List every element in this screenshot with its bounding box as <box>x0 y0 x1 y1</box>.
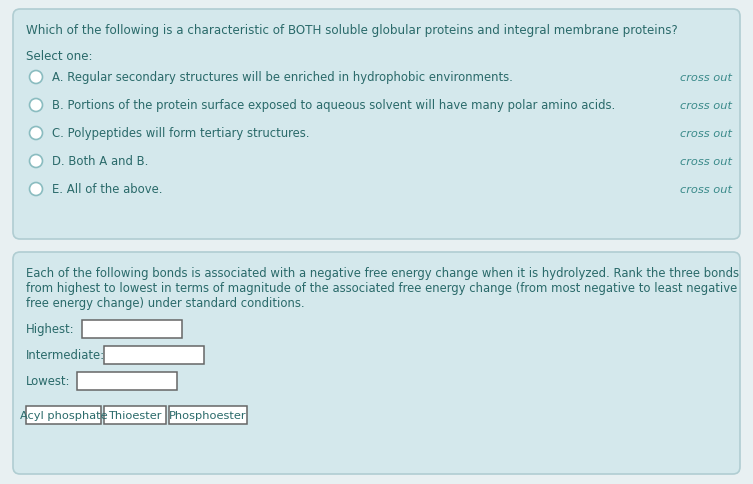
FancyBboxPatch shape <box>169 406 247 424</box>
FancyBboxPatch shape <box>26 406 101 424</box>
Text: Acyl phosphate: Acyl phosphate <box>20 410 108 420</box>
Circle shape <box>29 183 42 196</box>
FancyBboxPatch shape <box>104 346 204 364</box>
Text: Highest:: Highest: <box>26 323 75 336</box>
Text: Each of the following bonds is associated with a negative free energy change whe: Each of the following bonds is associate… <box>26 267 739 279</box>
Text: Phosphoester: Phosphoester <box>169 410 247 420</box>
Text: cross out: cross out <box>680 73 732 83</box>
Text: B. Portions of the protein surface exposed to aqueous solvent will have many pol: B. Portions of the protein surface expos… <box>52 99 615 112</box>
Text: cross out: cross out <box>680 184 732 195</box>
FancyBboxPatch shape <box>77 372 177 390</box>
FancyBboxPatch shape <box>82 320 182 338</box>
Circle shape <box>29 71 42 84</box>
Text: E. All of the above.: E. All of the above. <box>52 183 163 196</box>
Text: D. Both A and B.: D. Both A and B. <box>52 155 148 168</box>
Circle shape <box>29 99 42 112</box>
Circle shape <box>29 155 42 168</box>
Text: Select one:: Select one: <box>26 50 93 63</box>
FancyBboxPatch shape <box>13 10 740 240</box>
Text: cross out: cross out <box>680 129 732 139</box>
Text: Lowest:: Lowest: <box>26 375 71 388</box>
Text: from highest to lowest in terms of magnitude of the associated free energy chang: from highest to lowest in terms of magni… <box>26 281 737 294</box>
Text: Which of the following is a characteristic of BOTH soluble globular proteins and: Which of the following is a characterist… <box>26 24 678 37</box>
Circle shape <box>29 127 42 140</box>
FancyBboxPatch shape <box>104 406 166 424</box>
Text: Thioester: Thioester <box>108 410 162 420</box>
Text: free energy change) under standard conditions.: free energy change) under standard condi… <box>26 296 305 309</box>
Text: C. Polypeptides will form tertiary structures.: C. Polypeptides will form tertiary struc… <box>52 127 309 140</box>
Text: cross out: cross out <box>680 101 732 111</box>
Text: A. Regular secondary structures will be enriched in hydrophobic environments.: A. Regular secondary structures will be … <box>52 71 513 84</box>
Text: cross out: cross out <box>680 157 732 166</box>
FancyBboxPatch shape <box>13 253 740 474</box>
Text: Intermediate:: Intermediate: <box>26 349 105 362</box>
